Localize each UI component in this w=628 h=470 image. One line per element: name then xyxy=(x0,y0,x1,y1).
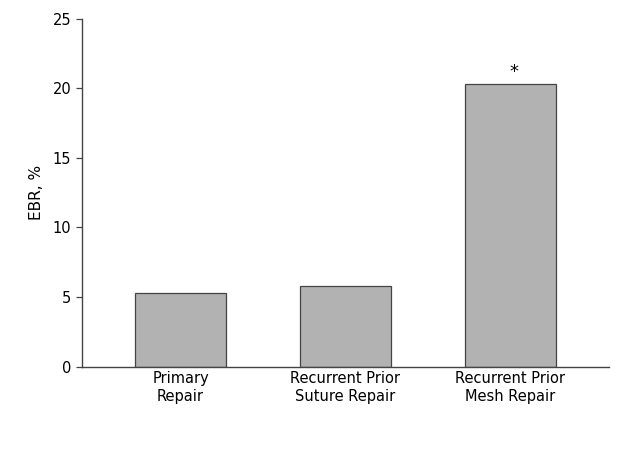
Bar xyxy=(465,84,556,367)
Y-axis label: EBR, %: EBR, % xyxy=(29,165,44,220)
Bar xyxy=(135,293,226,367)
Text: *: * xyxy=(509,63,518,81)
Bar xyxy=(300,286,391,367)
